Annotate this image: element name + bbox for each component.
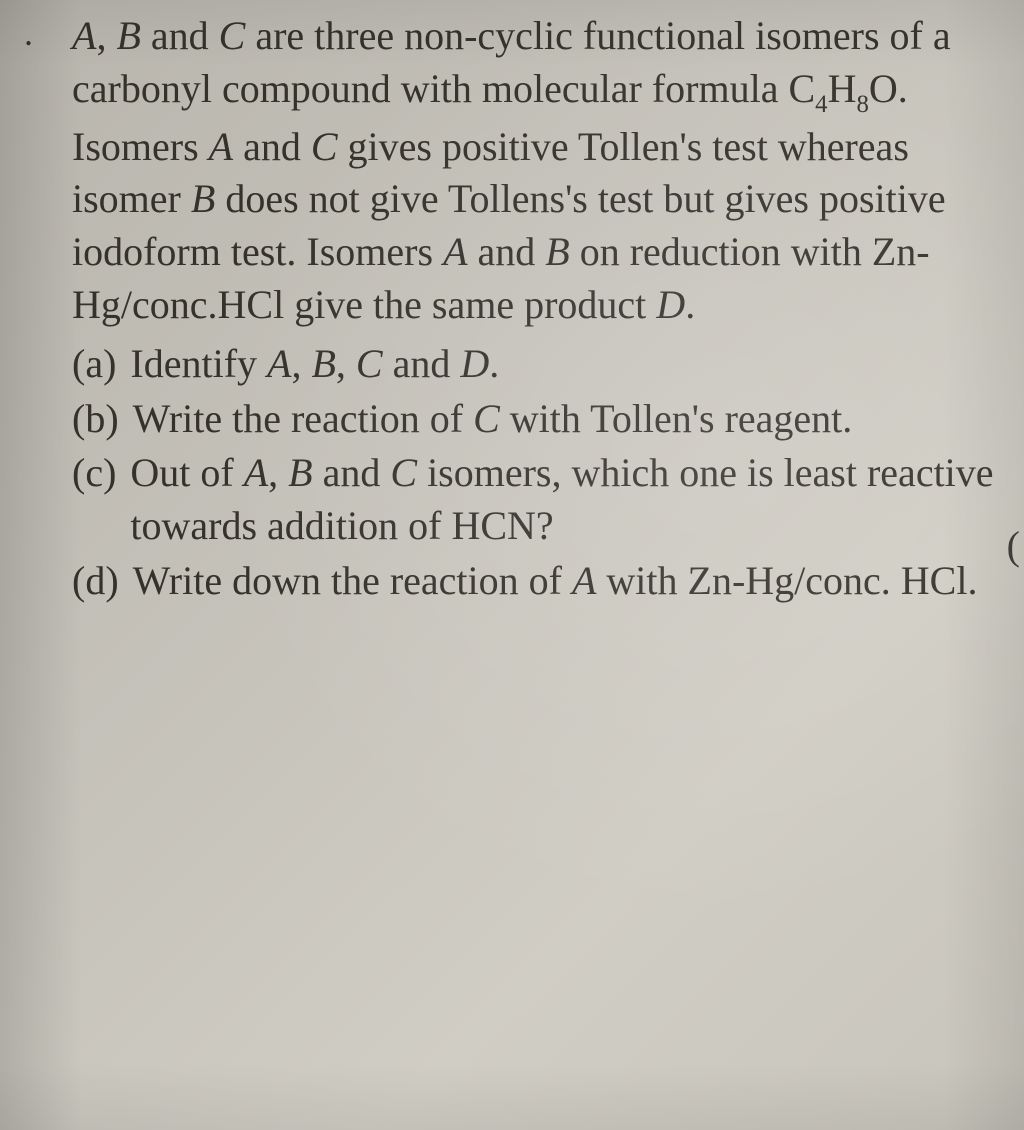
page-edge-fragment: ( <box>1007 522 1020 569</box>
question-stem: A, B and C are three non-cyclic function… <box>72 10 994 332</box>
part-label: (d) <box>72 555 119 608</box>
part-a: (a) Identify A, B, C and D. <box>72 338 994 391</box>
part-label: (c) <box>72 447 116 500</box>
question-number: . <box>24 12 33 54</box>
part-text: Write the reaction of C with Tollen's re… <box>133 393 994 446</box>
part-d: (d) Write down the reaction of A with Zn… <box>72 555 994 608</box>
question-parts: (a) Identify A, B, C and D. (b) Write th… <box>72 338 994 608</box>
page: . A, B and C are three non-cyclic functi… <box>0 0 1024 1130</box>
part-text: Identify A, B, C and D. <box>130 338 994 391</box>
question-block: . A, B and C are three non-cyclic functi… <box>30 10 994 608</box>
part-text: Write down the reaction of A with Zn-Hg/… <box>133 555 994 608</box>
part-label: (b) <box>72 393 119 446</box>
part-b: (b) Write the reaction of C with Tollen'… <box>72 393 994 446</box>
part-label: (a) <box>72 338 116 391</box>
part-text: Out of A, B and C isomers, which one is … <box>130 447 994 553</box>
part-c: (c) Out of A, B and C isomers, which one… <box>72 447 994 553</box>
